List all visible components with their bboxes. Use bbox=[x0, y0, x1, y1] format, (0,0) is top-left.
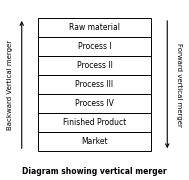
Bar bbox=[38, 37, 151, 56]
Bar bbox=[38, 18, 151, 37]
Text: Finished Product: Finished Product bbox=[63, 118, 126, 127]
Text: Process IV: Process IV bbox=[75, 99, 114, 108]
Bar bbox=[38, 56, 151, 75]
Text: Market: Market bbox=[81, 137, 108, 146]
Bar bbox=[38, 113, 151, 132]
Text: Process II: Process II bbox=[77, 61, 112, 70]
Text: Backward Vertical merger: Backward Vertical merger bbox=[7, 40, 13, 130]
Text: Process III: Process III bbox=[75, 80, 114, 89]
Bar bbox=[38, 75, 151, 94]
Bar bbox=[38, 94, 151, 113]
Bar bbox=[38, 132, 151, 151]
Text: Forward vertical merger: Forward vertical merger bbox=[176, 43, 182, 127]
Text: Process I: Process I bbox=[78, 42, 111, 51]
Text: Diagram showing vertical merger: Diagram showing vertical merger bbox=[22, 167, 167, 176]
Text: Raw material: Raw material bbox=[69, 23, 120, 32]
